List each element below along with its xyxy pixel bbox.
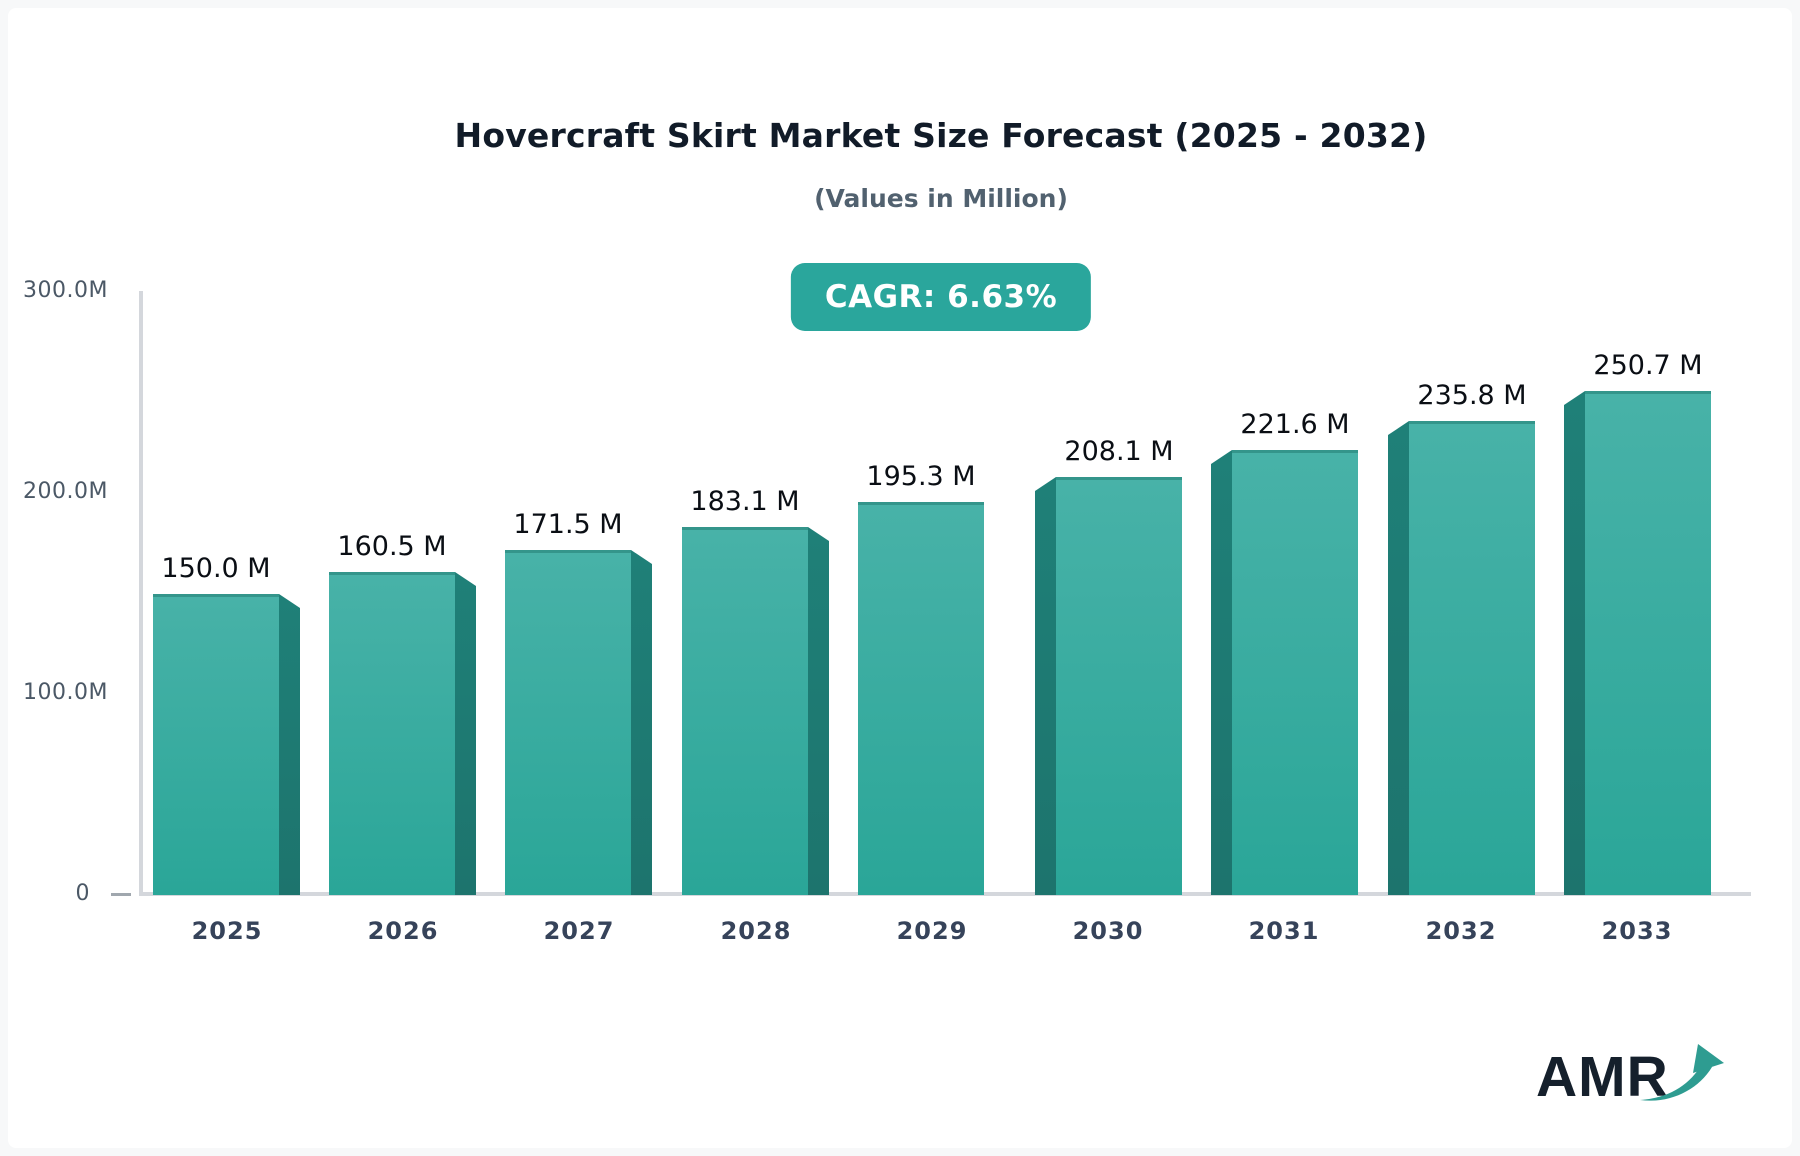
x-axis-label-2030: 2030 (1072, 917, 1144, 945)
cagr-badge: CAGR: 6.63% (790, 263, 1092, 331)
plot-area: 300.0M 200.0M 100.0M 0 150.0 M 2025 160.5 M 20… (8, 8, 1792, 1148)
bar-side-face (455, 572, 476, 895)
x-axis-zero-tick (111, 893, 131, 896)
x-axis-label-2025: 2025 (191, 917, 263, 945)
bar-front-face (1409, 421, 1535, 895)
bar-front-face (1056, 477, 1182, 895)
bar-value-label: 160.5 M (337, 531, 447, 562)
x-axis-label-2027: 2027 (543, 917, 615, 945)
bar-value-label: 250.7 M (1593, 350, 1703, 381)
bar-value-label: 183.1 M (690, 486, 800, 517)
bar-value-label: 208.1 M (1064, 436, 1174, 467)
bar-front-face (153, 594, 279, 895)
y-axis-tick-label: 0 (75, 881, 90, 906)
y-axis-tick-label: 100.0M (23, 680, 108, 705)
bar-value-label: 150.0 M (161, 553, 271, 584)
y-axis-line (139, 291, 143, 896)
bar-side-face (1564, 391, 1585, 895)
bar-side-face (279, 594, 300, 895)
x-axis-label-2029: 2029 (896, 917, 968, 945)
bar-front-face (682, 527, 808, 895)
x-axis-label-2033: 2033 (1601, 917, 1673, 945)
bar-front-face (1585, 391, 1711, 895)
x-axis-label-2026: 2026 (367, 917, 439, 945)
bar-front-face (329, 572, 455, 895)
bar-front-face (1232, 450, 1358, 895)
trend-arrow-icon (1640, 1044, 1724, 1101)
y-axis-tick-label: 300.0M (23, 278, 108, 303)
chart-title: Hovercraft Skirt Market Size Forecast (2… (454, 116, 1428, 155)
chart-subtitle: (Values in Million) (814, 184, 1068, 213)
bar-value-label: 195.3 M (866, 461, 976, 492)
bar-side-face (1035, 477, 1056, 895)
bar-side-face (808, 527, 829, 895)
bar-front-face (505, 550, 631, 895)
bar-side-face (631, 550, 652, 895)
bar-side-face (1211, 450, 1232, 895)
amr-logo-text: AMR (1536, 1045, 1669, 1109)
x-axis-label-2032: 2032 (1425, 917, 1497, 945)
chart-card: Hovercraft Skirt Market Size Forecast (2… (8, 8, 1792, 1148)
x-axis-label-2031: 2031 (1248, 917, 1320, 945)
bar-value-label: 235.8 M (1417, 380, 1527, 411)
bar-value-label: 171.5 M (513, 509, 623, 540)
bar-front-face (858, 502, 984, 895)
x-axis-label-2028: 2028 (720, 917, 792, 945)
bar-value-label: 221.6 M (1240, 409, 1350, 440)
bar-side-face (1388, 421, 1409, 895)
y-axis-tick-label: 200.0M (23, 479, 108, 504)
amr-logo: AMR (1536, 1036, 1726, 1122)
